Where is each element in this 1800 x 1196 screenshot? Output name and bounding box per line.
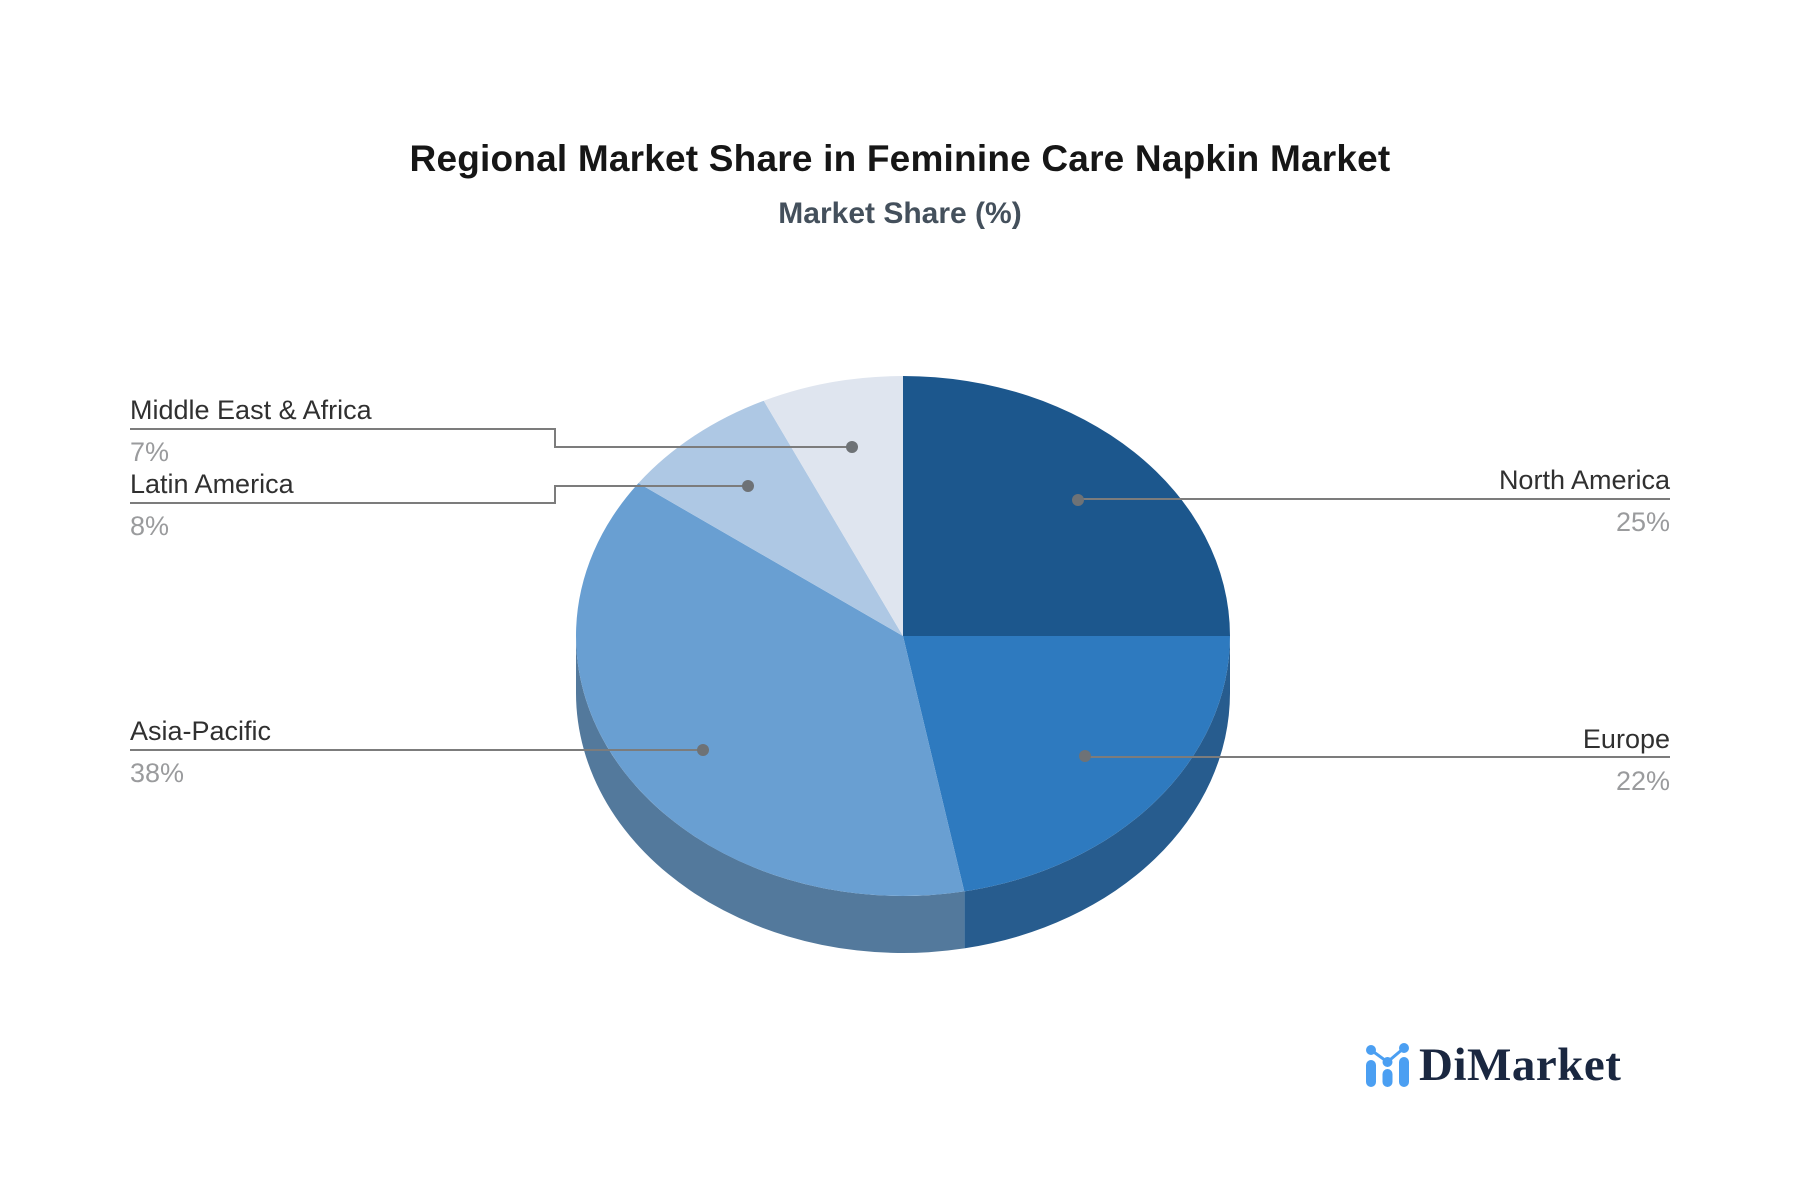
pie-slice-middle-east-africa xyxy=(763,376,903,636)
slice-pct-europe: 22% xyxy=(1615,766,1670,796)
slice-label-middle-east-africa: Middle East & Africa xyxy=(130,395,372,425)
pie-slice-europe xyxy=(903,636,1230,892)
chart-title: Regional Market Share in Feminine Care N… xyxy=(409,138,1391,179)
logo-text: DiMarket xyxy=(1419,1039,1622,1091)
slice-pct-middle-east-africa: 7% xyxy=(130,437,170,467)
leader-dot-north-america xyxy=(1072,494,1084,506)
pie-slice-asia-pacific xyxy=(575,483,965,897)
leader-line-middle-east-africa xyxy=(130,428,852,448)
leader-dot-middle-east-africa xyxy=(846,441,858,453)
slice-pct-north-america: 25% xyxy=(1615,507,1670,537)
leader-dot-europe xyxy=(1079,750,1091,762)
pie-side-asia-pacific xyxy=(576,636,965,954)
chart-subtitle: Market Share (%) xyxy=(778,197,1022,230)
slice-label-europe: Europe xyxy=(1582,724,1670,754)
pie-side-europe xyxy=(964,636,1230,949)
leader-line-latin-america xyxy=(130,485,748,504)
slice-label-north-america: North America xyxy=(1498,465,1670,495)
slice-label-latin-america: Latin America xyxy=(130,469,294,499)
pie-side-walls xyxy=(576,636,1230,954)
slice-pct-latin-america: 8% xyxy=(130,511,170,541)
leader-dot-asia-pacific xyxy=(697,744,709,756)
slice-pct-asia-pacific: 38% xyxy=(130,758,185,788)
leader-lines xyxy=(130,428,1670,762)
pie-slice-north-america xyxy=(903,376,1230,636)
bar-line-chart-icon xyxy=(1366,1043,1409,1087)
pie-slices xyxy=(575,376,1230,897)
leader-dot-latin-america xyxy=(742,480,754,492)
pie-slice-latin-america xyxy=(638,400,903,636)
slice-label-asia-pacific: Asia-Pacific xyxy=(130,716,272,746)
